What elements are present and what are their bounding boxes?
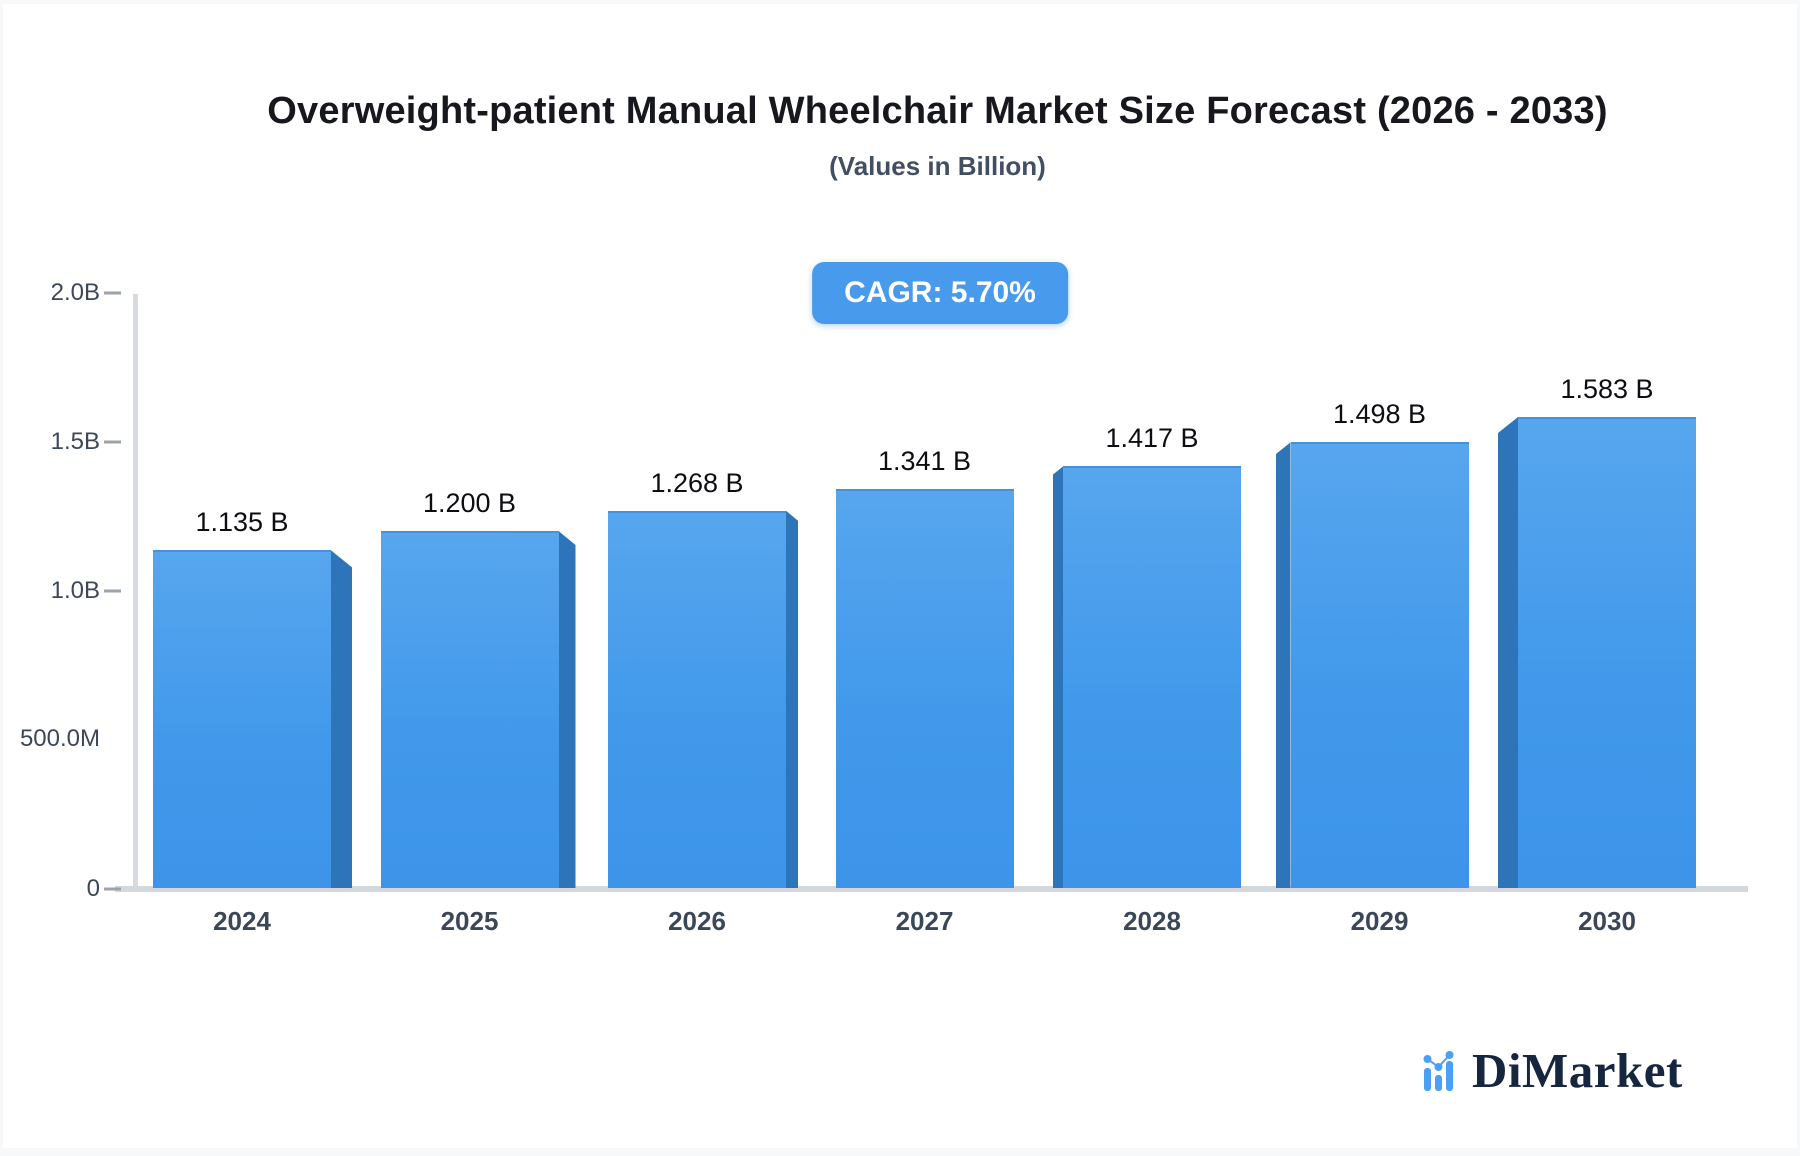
bar-side-2025: [558, 531, 576, 888]
y-axis-tick: [104, 291, 121, 295]
bar-side-2026: [786, 510, 798, 888]
cagr-badge: CAGR: 5.70%: [812, 262, 1068, 324]
y-axis-line: [133, 294, 138, 892]
chart-header: Overweight-patient Manual Wheelchair Mar…: [133, 90, 1742, 182]
bar-2026[interactable]: [608, 510, 786, 888]
bar-value-label: 1.583 B: [1560, 374, 1654, 405]
chart-subtitle: (Values in Billion): [829, 151, 1046, 181]
x-axis-label-2026: 2026: [668, 906, 726, 936]
y-axis-label: 500.0M: [19, 725, 100, 753]
bar-2024[interactable]: [153, 550, 331, 888]
chart-title: Overweight-patient Manual Wheelchair Mar…: [267, 90, 1608, 132]
logo-text: DiMarket: [1472, 1042, 1683, 1098]
y-axis-tick: [104, 589, 121, 592]
bar-side-2024: [331, 550, 352, 888]
x-axis-label-2028: 2028: [1123, 906, 1181, 936]
y-axis-label: 2.0B: [50, 279, 100, 306]
bar-value-label: 1.135 B: [195, 507, 289, 538]
bar-chart-plot-area: 2.0B 1.5B 1.0B 500.0M 0 1.135 B 2024 1.200 B 202…: [3, 4, 1797, 1148]
bar-2028[interactable]: [1063, 466, 1241, 888]
bar-value-label: 1.417 B: [1105, 423, 1199, 454]
bar-value-label: 1.341 B: [877, 446, 972, 477]
bar-side-2030: [1498, 417, 1518, 888]
bar-value-label: 1.200 B: [422, 488, 517, 518]
bar-2027[interactable]: [835, 489, 1014, 888]
y-axis-tick: [104, 440, 121, 444]
x-axis-label-2024: 2024: [213, 906, 271, 936]
bar-side-2028: [1053, 466, 1063, 888]
bar-2025[interactable]: [380, 531, 559, 888]
y-axis-label: 0: [86, 875, 100, 902]
bar-value-label: 1.268 B: [650, 467, 744, 498]
mini-bar-line-chart-icon: [1423, 1051, 1454, 1091]
dimarket-logo: DiMarket: [1422, 1042, 1683, 1098]
x-axis-label-2029: 2029: [1350, 906, 1409, 936]
bar-2030[interactable]: [1518, 417, 1696, 888]
chart-card: Overweight-patient Manual Wheelchair Mar…: [3, 4, 1797, 1148]
y-axis-label: 1.0B: [50, 576, 100, 604]
x-axis-line: [115, 886, 1748, 892]
bar-side-2029: [1275, 442, 1291, 888]
y-axis-tick: [104, 887, 121, 891]
bar-value-label: 1.498 B: [1332, 399, 1427, 430]
x-axis-label-2030: 2030: [1578, 906, 1636, 936]
y-axis-label: 1.5B: [50, 427, 100, 455]
x-axis-label-2025: 2025: [440, 906, 499, 936]
bar-2029[interactable]: [1290, 442, 1469, 888]
x-axis-label-2027: 2027: [895, 906, 954, 936]
